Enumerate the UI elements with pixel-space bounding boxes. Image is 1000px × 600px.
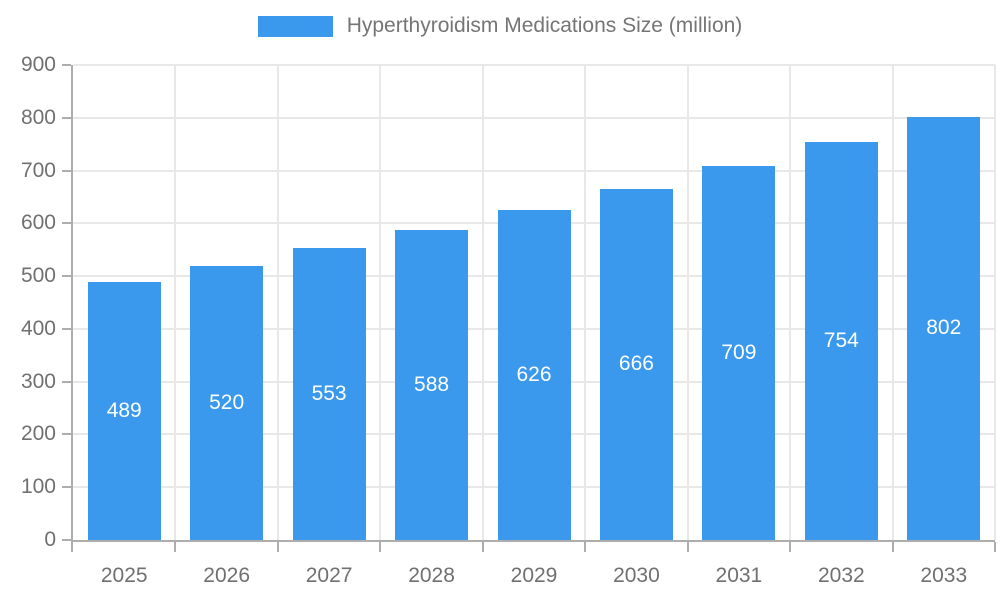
bar-value-label: 626	[516, 362, 552, 386]
bar-value-label: 553	[311, 382, 347, 406]
x-tick-label: 2028	[408, 564, 455, 587]
y-tick-label: 900	[20, 53, 56, 76]
y-gridline	[73, 169, 995, 172]
x-gridline	[994, 65, 996, 540]
x-gridline	[379, 65, 382, 540]
y-gridline	[73, 116, 995, 119]
x-tick	[891, 542, 894, 552]
y-tick-label: 300	[20, 369, 56, 393]
chart-legend-item[interactable]: Hyperthyroidism Medications Size (millio…	[0, 14, 1000, 38]
y-tick	[62, 64, 71, 66]
bar-value-label: 754	[823, 329, 859, 353]
x-tick	[994, 542, 996, 552]
y-tick-label: 100	[20, 475, 56, 499]
y-tick-label: 800	[20, 105, 56, 129]
x-tick	[481, 542, 484, 552]
x-tick-label: 2025	[100, 564, 148, 587]
x-tick-label: 2030	[613, 564, 660, 587]
y-axis-line	[71, 65, 73, 542]
y-tick	[62, 486, 71, 489]
bar-value-label: 489	[106, 398, 142, 422]
bar-value-label: 709	[721, 340, 757, 364]
y-tick	[62, 169, 71, 172]
x-gridline	[891, 65, 894, 540]
bar[interactable]	[599, 188, 673, 540]
bar[interactable]	[190, 265, 264, 540]
y-tick	[62, 539, 71, 541]
y-tick-label: 400	[20, 316, 56, 340]
x-gridline	[584, 65, 587, 540]
y-tick-label: 700	[20, 158, 56, 182]
y-gridline	[73, 64, 995, 66]
bar[interactable]	[702, 165, 776, 540]
x-tick-label: 2029	[510, 564, 558, 587]
y-tick	[62, 433, 71, 436]
bar[interactable]	[292, 248, 366, 540]
x-tick	[174, 542, 177, 552]
x-gridline	[276, 65, 279, 540]
bar-value-label: 802	[926, 316, 962, 340]
bar[interactable]	[395, 229, 469, 540]
bar-value-label: 520	[209, 390, 245, 414]
legend-label: Hyperthyroidism Medications Size (millio…	[346, 14, 743, 37]
x-tick-label: 2032	[817, 564, 865, 587]
bar[interactable]	[87, 281, 161, 540]
x-axis-line	[71, 540, 995, 542]
x-gridline	[789, 65, 792, 540]
y-tick-label: 500	[20, 264, 56, 288]
x-tick-label: 2033	[920, 564, 968, 587]
y-tick	[62, 116, 71, 119]
x-tick	[789, 542, 792, 552]
y-tick	[62, 275, 71, 278]
x-gridline	[481, 65, 484, 540]
x-tick-label: 2026	[203, 564, 251, 587]
x-tick	[584, 542, 587, 552]
plot-area: 489 520 553 588 626 666 709 754 802	[62, 64, 996, 552]
bar-value-label: 588	[414, 372, 450, 396]
x-gridline	[686, 65, 689, 540]
bar-value-label: 666	[618, 352, 654, 376]
y-tick	[62, 327, 71, 330]
bar[interactable]	[804, 142, 878, 540]
x-tick	[71, 542, 73, 552]
y-tick	[62, 222, 71, 225]
y-tick-label: 200	[20, 422, 56, 446]
legend-swatch	[257, 15, 333, 37]
x-tick	[379, 542, 382, 552]
x-tick-label: 2031	[715, 564, 763, 587]
bar[interactable]	[907, 116, 981, 540]
x-tick	[276, 542, 279, 552]
x-tick	[686, 542, 689, 552]
x-tick-label: 2027	[305, 564, 353, 587]
x-gridline	[174, 65, 177, 540]
y-tick-label: 600	[20, 211, 56, 235]
y-tick	[62, 380, 71, 383]
y-tick-label: 0	[44, 528, 56, 551]
bar[interactable]	[497, 209, 571, 540]
